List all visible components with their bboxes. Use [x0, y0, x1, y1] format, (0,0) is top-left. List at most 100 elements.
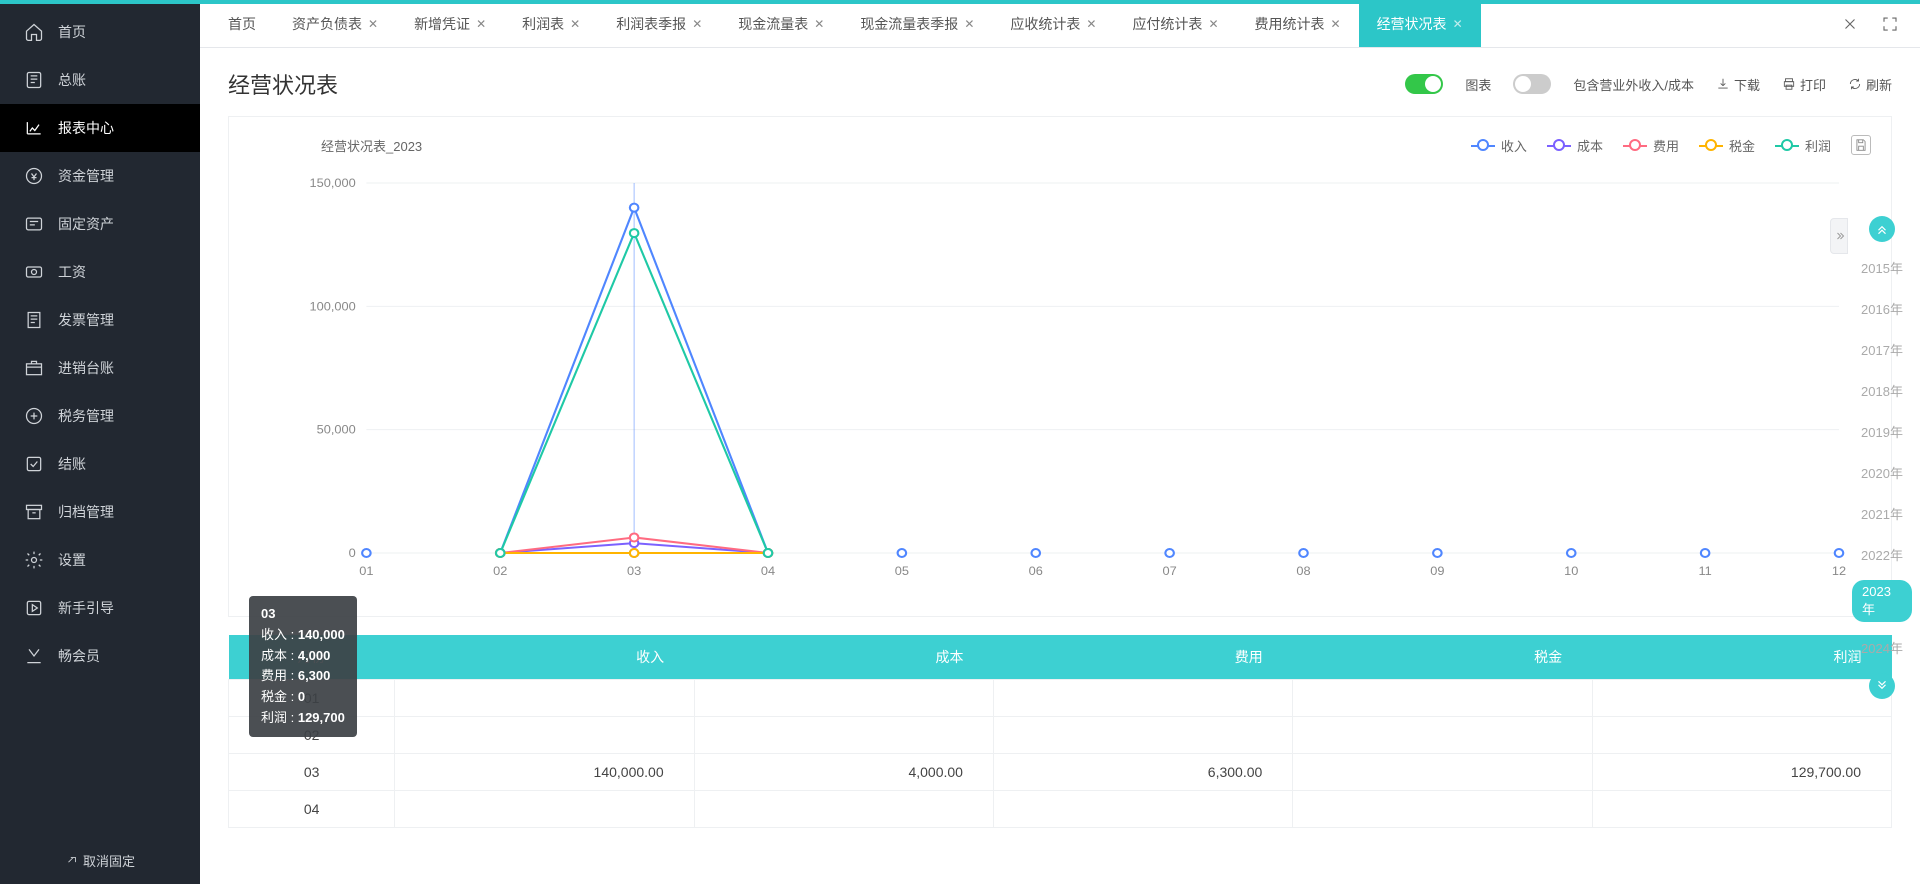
sidebar-item-invoice[interactable]: 发票管理 — [0, 296, 200, 344]
year-item[interactable]: 2024年 — [1861, 632, 1903, 663]
toggle-extra-label: 包含营业外收入/成本 — [1573, 75, 1694, 94]
sidebar: 首页总账报表中心资金管理固定资产工资发票管理进销台账税务管理结账归档管理设置新手… — [0, 0, 200, 884]
table-cell-tax — [1293, 680, 1592, 717]
table-cell-month: 03 — [229, 754, 395, 791]
tab-close-icon[interactable]: ✕ — [1208, 17, 1218, 31]
legend-item-收入[interactable]: 收入 — [1471, 136, 1527, 155]
year-scroll-down-icon[interactable] — [1869, 673, 1895, 699]
tab-label: 利润表季报 — [616, 14, 686, 34]
sidebar-item-home[interactable]: 首页 — [0, 8, 200, 56]
sidebar-item-label: 固定资产 — [58, 214, 114, 234]
legend-marker-icon — [1547, 140, 1571, 150]
chart-icon — [24, 118, 44, 138]
year-item[interactable]: 2018年 — [1861, 375, 1903, 406]
save-chart-icon[interactable] — [1851, 135, 1871, 155]
sidebar-item-inventory[interactable]: 进销台账 — [0, 344, 200, 392]
tab-5[interactable]: 现金流量表✕ — [720, 0, 842, 47]
year-item[interactable]: 2019年 — [1861, 416, 1903, 447]
legend-label: 税金 — [1729, 136, 1755, 155]
svg-text:07: 07 — [1163, 564, 1177, 578]
tab-label: 经营状况表 — [1377, 14, 1447, 34]
tab-10[interactable]: 经营状况表 ✕ — [1359, 0, 1481, 47]
svg-text:50,000: 50,000 — [317, 423, 356, 437]
content-scroll[interactable]: 经营状况表_2023 收入成本费用税金利润 050,000100,000150,… — [200, 116, 1920, 884]
year-scroll-up-icon[interactable] — [1869, 216, 1895, 242]
svg-text:150,000: 150,000 — [309, 176, 355, 190]
year-item[interactable]: 2015年 — [1861, 252, 1903, 283]
tab-close-icon[interactable]: ✕ — [1086, 17, 1096, 31]
sidebar-item-close[interactable]: 结账 — [0, 440, 200, 488]
sidebar-item-label: 新手引导 — [58, 598, 114, 618]
sidebar-item-money[interactable]: 资金管理 — [0, 152, 200, 200]
year-item[interactable]: 2016年 — [1861, 293, 1903, 324]
tab-0[interactable]: 首页 — [210, 0, 274, 47]
tab-close-icon[interactable]: ✕ — [814, 17, 824, 31]
legend-item-费用[interactable]: 费用 — [1623, 136, 1679, 155]
sidebar-item-label: 发票管理 — [58, 310, 114, 330]
refresh-button[interactable]: 刷新 — [1848, 75, 1892, 94]
year-item[interactable]: 2021年 — [1861, 498, 1903, 529]
table-cell-expense: 6,300.00 — [993, 754, 1292, 791]
line-chart: 050,000100,000150,0000102030405060708091… — [249, 163, 1871, 593]
tab-close-icon[interactable]: ✕ — [368, 17, 378, 31]
download-button[interactable]: 下载 — [1716, 75, 1760, 94]
tab-label: 应收统计表 — [1010, 14, 1080, 34]
tab-9[interactable]: 费用统计表✕ — [1237, 0, 1359, 47]
table-cell-month: 01 — [229, 680, 395, 717]
chart-header-row: 经营状况表_2023 收入 成本 费用 税金 利润 — [249, 135, 1871, 155]
tab-4[interactable]: 利润表季报 ✕ — [598, 0, 720, 47]
chart-title: 经营状况表_2023 — [321, 136, 422, 155]
print-button[interactable]: 打印 — [1782, 75, 1826, 94]
svg-text:05: 05 — [895, 564, 909, 578]
legend-item-税金[interactable]: 税金 — [1699, 136, 1755, 155]
table-header-cell: 成本 — [694, 635, 993, 680]
table-cell-profit — [1592, 791, 1891, 828]
legend-item-成本[interactable]: 成本 — [1547, 136, 1603, 155]
tab-6[interactable]: 现金流量表季报✕ — [842, 0, 992, 47]
close-all-tabs-icon[interactable] — [1840, 14, 1860, 34]
year-item[interactable]: 2020年 — [1861, 457, 1903, 488]
close-icon — [24, 454, 44, 474]
year-item[interactable]: 2017年 — [1861, 334, 1903, 365]
fullscreen-icon[interactable] — [1880, 14, 1900, 34]
sidebar-item-tax[interactable]: 税务管理 — [0, 392, 200, 440]
sidebar-item-settings[interactable]: 设置 — [0, 536, 200, 584]
tab-close-icon[interactable]: ✕ — [476, 17, 486, 31]
sidebar-pin-toggle[interactable]: 取消固定 — [0, 837, 200, 884]
sidebar-item-label: 工资 — [58, 262, 86, 282]
tab-1[interactable]: 资产负债表✕ — [274, 0, 396, 47]
tab-8[interactable]: 应付统计表✕ — [1114, 0, 1236, 47]
table-cell-expense — [993, 717, 1292, 754]
tab-3[interactable]: 利润表✕ — [504, 0, 598, 47]
sidebar-item-asset[interactable]: 固定资产 — [0, 200, 200, 248]
tab-close-icon[interactable]: ✕ — [692, 17, 702, 31]
table-cell-tax — [1293, 791, 1592, 828]
table-cell-profit — [1592, 717, 1891, 754]
tab-close-icon[interactable]: ✕ — [1453, 17, 1463, 31]
sidebar-item-ledger[interactable]: 总账 — [0, 56, 200, 104]
sidebar-item-vip[interactable]: 畅会员 — [0, 632, 200, 680]
year-item[interactable]: 2023年 — [1852, 580, 1912, 622]
year-rail-collapse-handle[interactable] — [1830, 218, 1848, 254]
table-header-cell: 收入 — [395, 635, 694, 680]
top-accent-bar — [0, 0, 1920, 4]
sidebar-item-guide[interactable]: 新手引导 — [0, 584, 200, 632]
sidebar-item-archive[interactable]: 归档管理 — [0, 488, 200, 536]
table-cell-month: 02 — [229, 717, 395, 754]
tab-close-icon[interactable]: ✕ — [570, 17, 580, 31]
year-item[interactable]: 2022年 — [1861, 539, 1903, 570]
toggle-chart[interactable] — [1405, 74, 1443, 94]
toggle-extra-income[interactable] — [1513, 74, 1551, 94]
sidebar-item-chart[interactable]: 报表中心 — [0, 104, 200, 152]
tab-2[interactable]: 新增凭证✕ — [396, 0, 504, 47]
tab-7[interactable]: 应收统计表 ✕ — [992, 0, 1114, 47]
guide-icon — [24, 598, 44, 618]
legend-item-利润[interactable]: 利润 — [1775, 136, 1831, 155]
sidebar-item-salary[interactable]: 工资 — [0, 248, 200, 296]
svg-text:09: 09 — [1430, 564, 1444, 578]
table-header-cell: 税金 — [1293, 635, 1592, 680]
tab-close-icon[interactable]: ✕ — [964, 17, 974, 31]
svg-text:06: 06 — [1029, 564, 1043, 578]
svg-text:12: 12 — [1832, 564, 1846, 578]
tab-close-icon[interactable]: ✕ — [1331, 17, 1341, 31]
